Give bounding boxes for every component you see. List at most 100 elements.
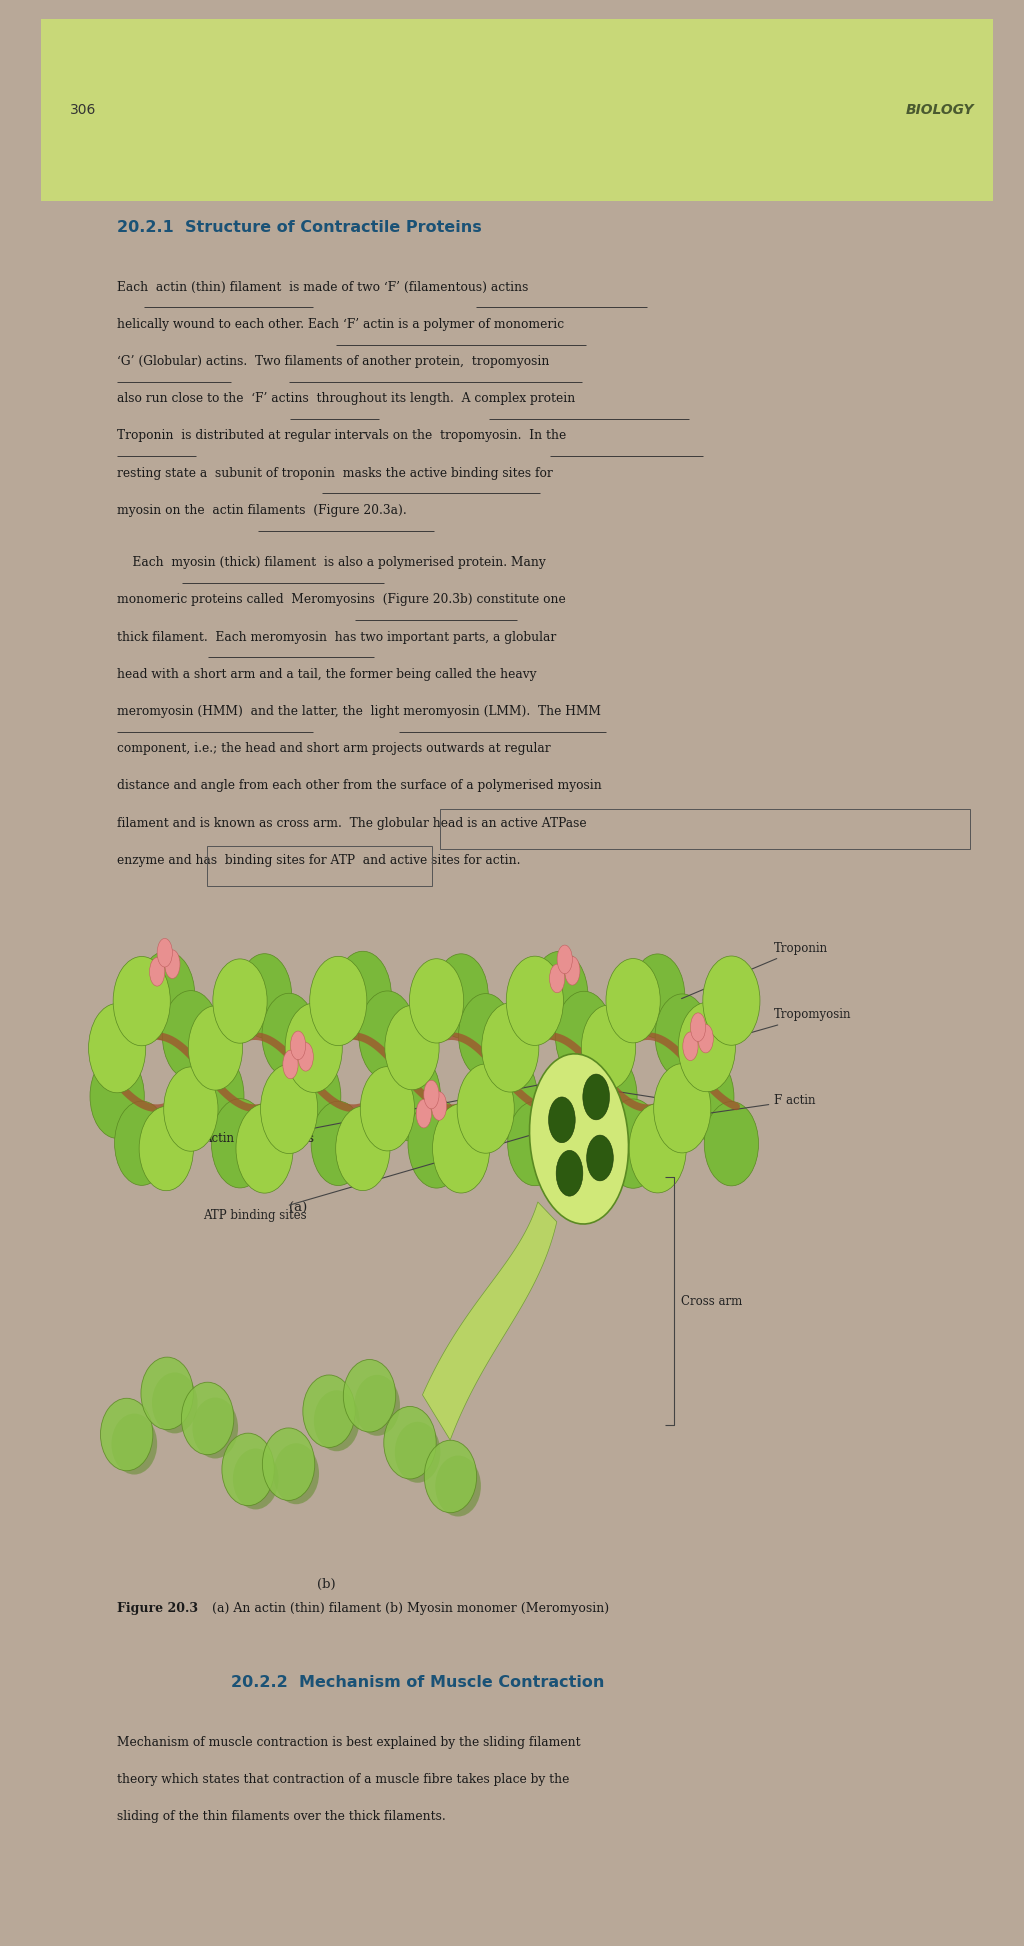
Ellipse shape [556, 1150, 583, 1197]
Text: theory which states that contraction of a muscle fibre takes place by the: theory which states that contraction of … [117, 1773, 569, 1786]
Ellipse shape [238, 954, 292, 1037]
Ellipse shape [580, 1053, 637, 1142]
Ellipse shape [139, 1107, 194, 1191]
Ellipse shape [557, 946, 572, 973]
Ellipse shape [162, 991, 219, 1080]
Ellipse shape [262, 1428, 314, 1500]
Text: myosin on the  actin filaments  (Figure 20.3a).: myosin on the actin filaments (Figure 20… [117, 504, 407, 518]
Text: helically wound to each other. Each ‘F’ actin is a polymer of monomeric: helically wound to each other. Each ‘F’ … [117, 317, 564, 331]
Text: sliding of the thin filaments over the thick filaments.: sliding of the thin filaments over the t… [117, 1810, 445, 1823]
Ellipse shape [150, 957, 165, 987]
Text: 20.2.2  Mechanism of Muscle Contraction: 20.2.2 Mechanism of Muscle Contraction [231, 1676, 605, 1689]
Ellipse shape [193, 1397, 239, 1458]
Ellipse shape [410, 959, 464, 1043]
Ellipse shape [303, 1376, 355, 1448]
Ellipse shape [424, 1080, 439, 1109]
Text: Each  actin (thin) filament  is made of two ‘F’ (filamentous) actins: Each actin (thin) filament is made of tw… [117, 280, 528, 294]
Text: resting state a  subunit of troponin  masks the active binding sites for: resting state a subunit of troponin mask… [117, 467, 553, 479]
Ellipse shape [702, 955, 760, 1045]
Text: component, i.e.; the head and short arm projects outwards at regular: component, i.e.; the head and short arm … [117, 741, 551, 755]
Ellipse shape [431, 1092, 446, 1121]
Ellipse shape [557, 1066, 611, 1150]
Ellipse shape [655, 994, 710, 1078]
Ellipse shape [90, 1055, 144, 1138]
Ellipse shape [481, 1002, 539, 1092]
Ellipse shape [260, 1064, 317, 1154]
Text: Tropomyosin: Tropomyosin [682, 1008, 852, 1053]
Ellipse shape [432, 1103, 489, 1193]
Ellipse shape [550, 963, 565, 992]
Ellipse shape [336, 1105, 390, 1191]
Ellipse shape [213, 959, 267, 1043]
Ellipse shape [631, 954, 685, 1039]
Ellipse shape [287, 1055, 341, 1138]
Ellipse shape [549, 1098, 575, 1142]
Ellipse shape [424, 1440, 476, 1512]
Text: 20.2.1  Structure of Contractile Proteins: 20.2.1 Structure of Contractile Proteins [117, 220, 482, 235]
Text: Head: Head [617, 1092, 692, 1107]
Text: Actin binding sites: Actin binding sites [203, 1082, 553, 1146]
Ellipse shape [262, 992, 316, 1078]
Polygon shape [423, 1203, 557, 1440]
Ellipse shape [152, 1372, 198, 1434]
Ellipse shape [309, 955, 367, 1045]
Ellipse shape [313, 1389, 359, 1452]
Ellipse shape [459, 994, 513, 1078]
Ellipse shape [311, 1101, 366, 1185]
Ellipse shape [358, 991, 416, 1080]
Ellipse shape [283, 1051, 298, 1078]
Text: (b): (b) [317, 1578, 336, 1590]
Ellipse shape [435, 1456, 481, 1516]
Ellipse shape [273, 1444, 319, 1504]
Text: Cross arm: Cross arm [681, 1294, 742, 1308]
Ellipse shape [298, 1043, 313, 1070]
Ellipse shape [508, 1101, 562, 1185]
Ellipse shape [457, 1064, 514, 1154]
Ellipse shape [629, 1103, 686, 1193]
Ellipse shape [112, 1413, 157, 1475]
Text: Troponin  is distributed at regular intervals on the  tropomyosin.  In the: Troponin is distributed at regular inter… [117, 430, 566, 442]
Ellipse shape [383, 1053, 440, 1142]
Ellipse shape [232, 1448, 279, 1510]
Text: ATP binding sites: ATP binding sites [203, 1131, 548, 1222]
Ellipse shape [188, 1006, 243, 1090]
Ellipse shape [530, 952, 588, 1041]
Ellipse shape [157, 938, 172, 967]
Text: (a) An actin (thin) filament (b) Myosin monomer (Meromyosin): (a) An actin (thin) filament (b) Myosin … [208, 1602, 608, 1615]
Ellipse shape [291, 1031, 306, 1061]
Text: BIOLOGY: BIOLOGY [906, 103, 974, 117]
Ellipse shape [285, 1004, 342, 1092]
Ellipse shape [343, 1360, 395, 1432]
Ellipse shape [606, 959, 660, 1043]
Text: also run close to the  ‘F’ actins  throughout its length.  A complex protein: also run close to the ‘F’ actins through… [117, 393, 575, 405]
Ellipse shape [384, 1407, 436, 1479]
Ellipse shape [115, 1101, 169, 1185]
Ellipse shape [587, 1135, 613, 1181]
Ellipse shape [137, 952, 195, 1041]
Ellipse shape [416, 1099, 431, 1129]
Ellipse shape [181, 1382, 233, 1456]
Ellipse shape [360, 1066, 415, 1150]
Ellipse shape [506, 955, 563, 1045]
Ellipse shape [211, 1099, 268, 1187]
Text: ‘G’ (Globular) actins.  Two filaments of another protein,  tropomyosin: ‘G’ (Globular) actins. Two filaments of … [117, 354, 550, 368]
Text: Figure 20.3: Figure 20.3 [117, 1602, 199, 1615]
Ellipse shape [529, 1055, 629, 1224]
Text: meromyosin (HMM)  and the latter, the  light meromyosin (LMM).  The HMM: meromyosin (HMM) and the latter, the lig… [117, 704, 601, 718]
Ellipse shape [385, 1006, 439, 1090]
Ellipse shape [334, 952, 391, 1041]
Ellipse shape [483, 1055, 538, 1138]
Ellipse shape [532, 1105, 587, 1191]
Ellipse shape [555, 991, 612, 1080]
Text: F actin: F actin [706, 1094, 816, 1113]
Ellipse shape [165, 950, 180, 979]
FancyBboxPatch shape [41, 19, 993, 200]
Ellipse shape [653, 1064, 711, 1152]
Ellipse shape [141, 1356, 194, 1430]
Ellipse shape [354, 1374, 400, 1436]
Ellipse shape [100, 1399, 153, 1471]
Ellipse shape [683, 1031, 698, 1061]
Ellipse shape [236, 1103, 293, 1193]
Text: monomeric proteins called  Meromyosins  (Figure 20.3b) constitute one: monomeric proteins called Meromyosins (F… [117, 594, 566, 607]
Text: enzyme and has  binding sites for ATP  and active sites for actin.: enzyme and has binding sites for ATP and… [117, 854, 520, 866]
